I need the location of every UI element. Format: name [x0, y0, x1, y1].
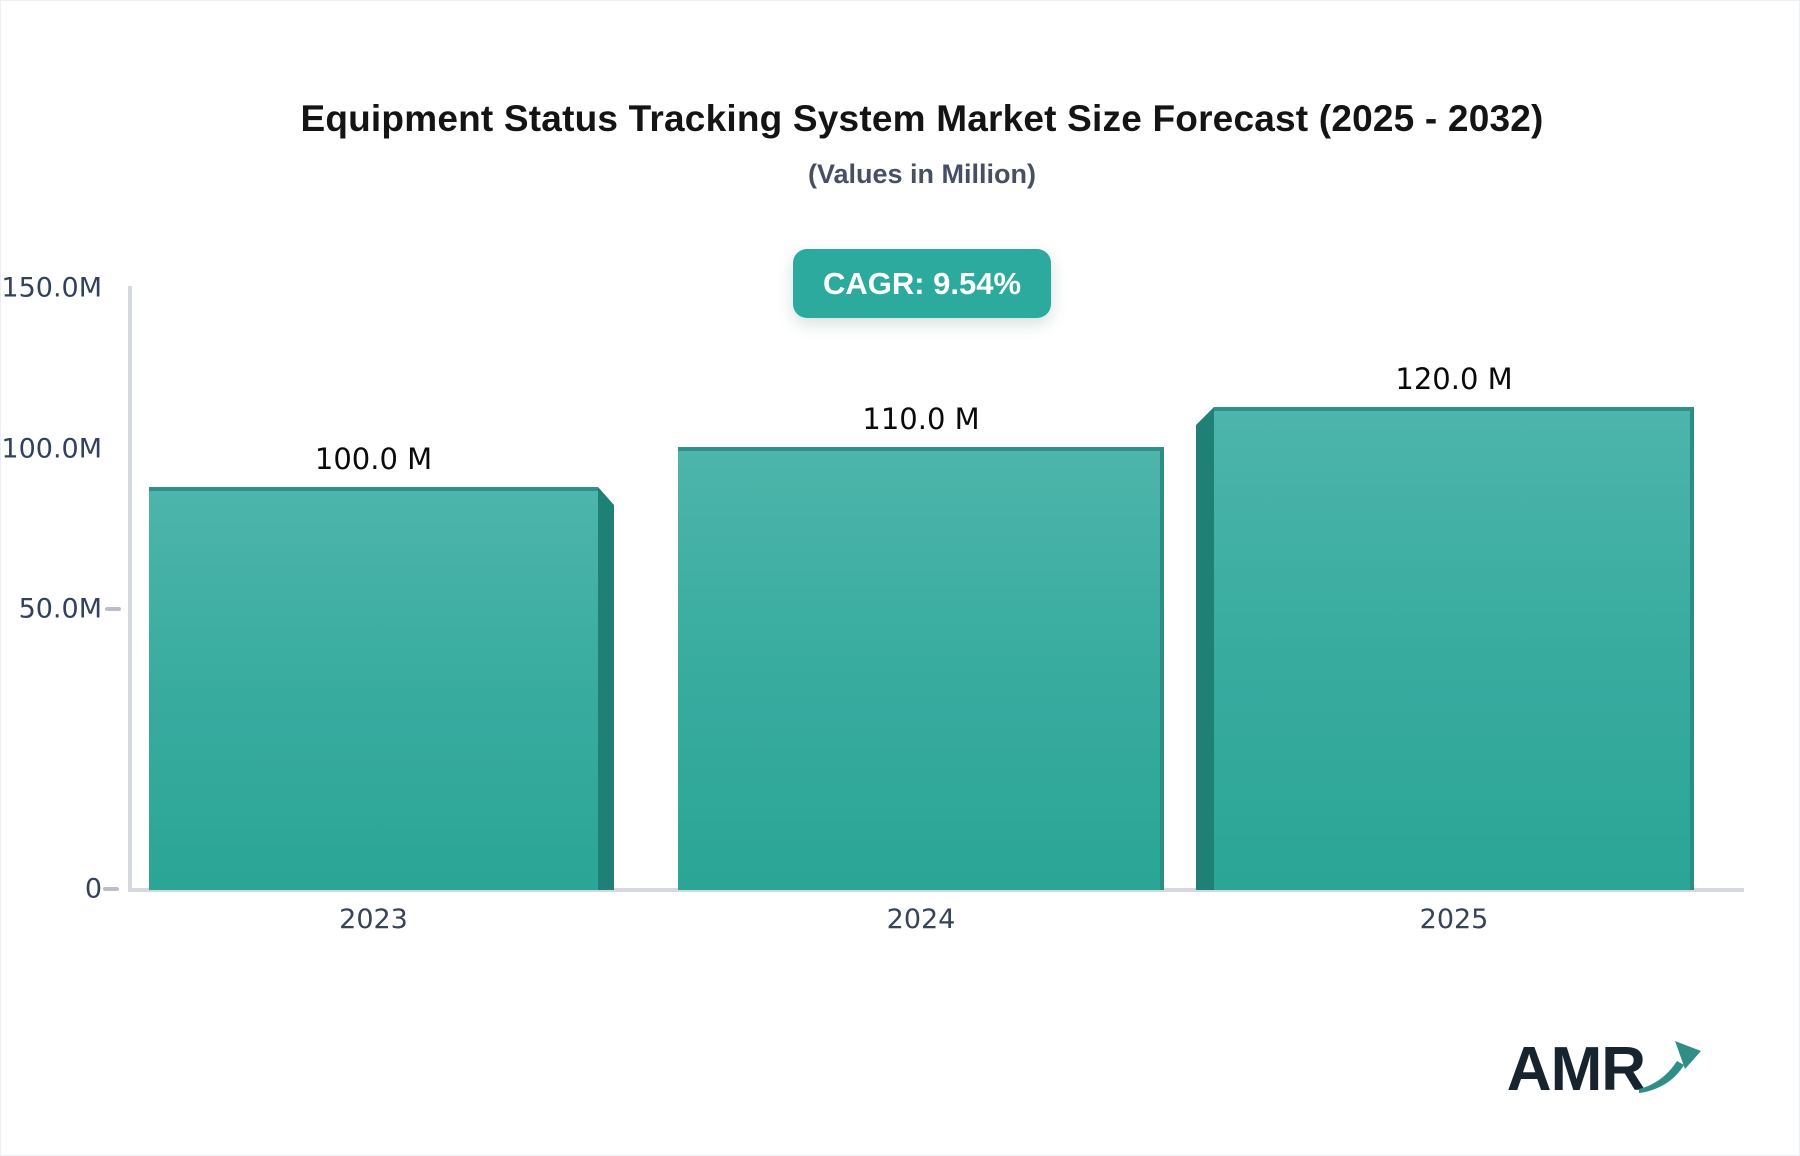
y-tick-mark-0: [103, 887, 119, 891]
bar-2025-3d-side: [1196, 407, 1214, 890]
bar-value-label-2024: 110.0 M: [862, 402, 980, 436]
bar-2025: [1214, 407, 1694, 890]
bar-2023-3d-side: [598, 487, 614, 890]
amr-logo: AMR: [1506, 1035, 1703, 1105]
amr-logo-text: AMR: [1506, 1035, 1646, 1105]
y-axis-line: [128, 286, 132, 892]
x-tick-label-2023: 2023: [339, 904, 408, 935]
bar-value-label-2025: 120.0 M: [1395, 362, 1513, 396]
growth-arrow-icon: [1639, 1041, 1701, 1093]
chart-header: Equipment Status Tracking System Market …: [45, 1, 1799, 318]
bar-value-label-2023: 100.0 M: [314, 442, 433, 476]
bar-2024: [678, 447, 1164, 890]
x-tick-label-2025: 2025: [1419, 904, 1489, 935]
x-tick-label-2024: 2024: [886, 904, 956, 935]
y-tick-label-500M: 50.0M: [18, 593, 102, 625]
chart-title: Equipment Status Tracking System Market …: [300, 98, 1544, 139]
y-tick-label-1000M: 100.0M: [1, 433, 102, 465]
bar-2023: [149, 487, 598, 890]
y-tick-label-1500M: 150.0M: [1, 272, 102, 304]
cagr-badge: CAGR: 9.54%: [792, 249, 1052, 318]
chart-subtitle: (Values in Million): [807, 159, 1037, 189]
y-tick-mark-50m: [105, 607, 121, 611]
x-axis-line: [128, 888, 1744, 892]
y-tick-label-0: 0: [84, 873, 102, 905]
